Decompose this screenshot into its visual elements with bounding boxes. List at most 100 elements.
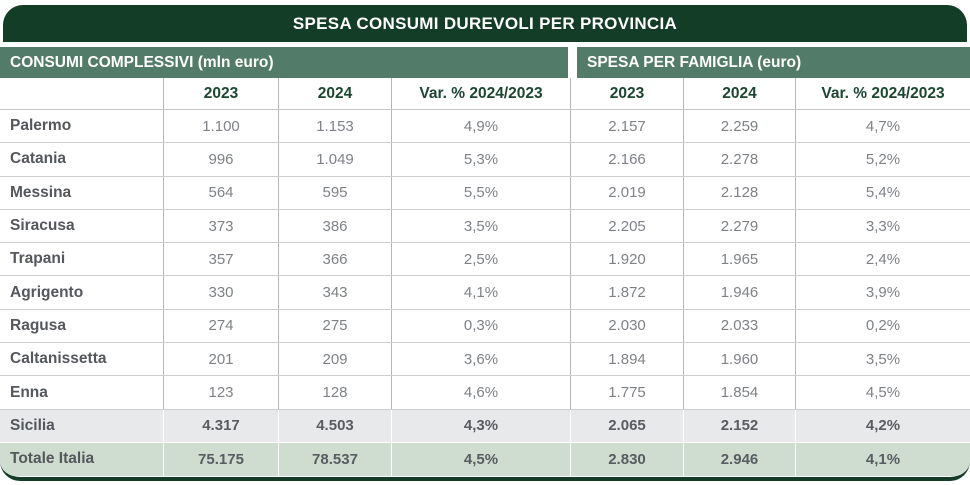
table-cell: 128	[278, 376, 391, 409]
table-cell: 3,5%	[795, 343, 970, 376]
table-cell: 1.872	[570, 276, 683, 309]
table-row-sicilia-total: Sicilia 4.317 4.503 4,3% 2.065 2.152 4,2…	[0, 409, 970, 443]
table-cell: 1.920	[570, 243, 683, 276]
table-cell: 0,3%	[391, 309, 570, 343]
table-cell: 2.033	[683, 309, 795, 343]
table-row-palermo: Palermo 1.100 1.153 4,9% 2.157 2.259 4,7…	[0, 110, 970, 144]
table-row-caltanissetta: Caltanissetta 201 209 3,6% 1.894 1.960 3…	[0, 343, 970, 377]
table-cell: 357	[163, 243, 278, 276]
table-cell: 2.205	[570, 209, 683, 243]
table-title-bar: SPESA CONSUMI DUREVOLI PER PROVINCIA	[3, 5, 967, 42]
table-cell: 2,4%	[795, 243, 970, 276]
table-row-catania: Catania 996 1.049 5,3% 2.166 2.278 5,2%	[0, 143, 970, 177]
column-header-var-right: Var. % 2024/2023	[795, 78, 970, 109]
table-cell: 2.065	[570, 409, 683, 442]
row-label: Catania	[10, 150, 66, 168]
table-cell: 1.100	[163, 110, 278, 143]
column-header-row: 2023 2024 Var. % 2024/2023 2023 2024 Var…	[0, 78, 970, 110]
table-cell: 2.019	[570, 176, 683, 209]
table-cell: 2.030	[570, 309, 683, 343]
table-title: SPESA CONSUMI DUREVOLI PER PROVINCIA	[292, 13, 678, 33]
row-label: Sicilia	[10, 416, 55, 434]
table-cell: 3,6%	[391, 343, 570, 376]
column-header-empty	[0, 78, 163, 109]
table-cell: 5,2%	[795, 143, 970, 176]
table-cell: 4,6%	[391, 376, 570, 409]
table-cell: 595	[278, 176, 391, 209]
row-label: Totale Italia	[10, 450, 95, 468]
section-band-gap	[568, 47, 577, 78]
table-cell: 4,3%	[391, 409, 570, 442]
table-row-ragusa: Ragusa 274 275 0,3% 2.030 2.033 0,2%	[0, 309, 970, 344]
table-cell: 4,1%	[795, 442, 970, 476]
table-cell: 5,5%	[391, 176, 570, 209]
table-cell: 123	[163, 376, 278, 409]
table-cell: 1.960	[683, 343, 795, 376]
table-cell: 366	[278, 243, 391, 276]
table-cell: 2.946	[683, 442, 795, 476]
table-row-enna: Enna 123 128 4,6% 1.775 1.854 4,5%	[0, 376, 970, 410]
table-cell: 996	[163, 143, 278, 176]
table-cell: 2,5%	[391, 243, 570, 276]
table-cell: 4,5%	[795, 376, 970, 409]
column-header-2024-left: 2024	[278, 78, 391, 109]
table-cell: 0,2%	[795, 309, 970, 343]
table-cell: 274	[163, 309, 278, 343]
table-cell: 4,9%	[391, 110, 570, 143]
row-label: Enna	[10, 383, 48, 401]
table-cell: 2.279	[683, 209, 795, 243]
table-cell: 373	[163, 209, 278, 243]
table-cell: 1.965	[683, 243, 795, 276]
section-header-spesa-famiglia: SPESA PER FAMIGLIA (euro)	[577, 47, 970, 78]
row-label: Caltanissetta	[10, 350, 107, 368]
table-cell: 2.152	[683, 409, 795, 442]
row-label: Trapani	[10, 250, 66, 268]
table-cell: 343	[278, 276, 391, 309]
table-cell: 386	[278, 209, 391, 243]
table-cell: 209	[278, 343, 391, 376]
row-label: Agrigento	[10, 283, 84, 301]
table-cell: 3,3%	[795, 209, 970, 243]
table-cell: 2.259	[683, 110, 795, 143]
table-cell: 2.278	[683, 143, 795, 176]
table-cell: 4,7%	[795, 110, 970, 143]
column-header-2023-right: 2023	[570, 78, 683, 109]
table-row-totale-italia: Totale Italia 75.175 78.537 4,5% 2.830 2…	[0, 442, 970, 476]
section-band-row: CONSUMI COMPLESSIVI (mln euro) SPESA PER…	[0, 47, 970, 78]
column-header-2024-right: 2024	[683, 78, 795, 109]
table-cell: 4.317	[163, 409, 278, 442]
table-cell: 4,2%	[795, 409, 970, 442]
table-cell: 1.775	[570, 376, 683, 409]
table-row-trapani: Trapani 357 366 2,5% 1.920 1.965 2,4%	[0, 243, 970, 277]
table-cell: 2.830	[570, 442, 683, 476]
section-header-consumi-complessivi: CONSUMI COMPLESSIVI (mln euro)	[0, 47, 568, 78]
table-cell: 275	[278, 309, 391, 343]
table-cell: 75.175	[163, 442, 278, 476]
table-cell: 1.894	[570, 343, 683, 376]
table-cell: 5,4%	[795, 176, 970, 209]
column-header-var-left: Var. % 2024/2023	[391, 78, 570, 109]
table-cell: 4,5%	[391, 442, 570, 476]
table-cell: 4,1%	[391, 276, 570, 309]
table-cell: 2.166	[570, 143, 683, 176]
table-row-messina: Messina 564 595 5,5% 2.019 2.128 5,4%	[0, 176, 970, 210]
table-cell: 330	[163, 276, 278, 309]
row-label: Messina	[10, 183, 72, 201]
row-label: Ragusa	[10, 316, 66, 334]
table-cell: 5,3%	[391, 143, 570, 176]
table-cell: 78.537	[278, 442, 391, 476]
row-label: Siracusa	[10, 217, 75, 235]
table-cell: 3,9%	[795, 276, 970, 309]
table-cell: 201	[163, 343, 278, 376]
table-cell: 1.946	[683, 276, 795, 309]
table-row-agrigento: Agrigento 330 343 4,1% 1.872 1.946 3,9%	[0, 276, 970, 310]
table-cell: 4.503	[278, 409, 391, 442]
table-cell: 1.153	[278, 110, 391, 143]
column-header-2023-left: 2023	[163, 78, 278, 109]
durables-spending-table-card: SPESA CONSUMI DUREVOLI PER PROVINCIA CON…	[0, 5, 970, 481]
table-cell: 564	[163, 176, 278, 209]
table-cell: 2.157	[570, 110, 683, 143]
table-row-siracusa: Siracusa 373 386 3,5% 2.205 2.279 3,3%	[0, 209, 970, 244]
table-cell: 1.854	[683, 376, 795, 409]
table-cell: 1.049	[278, 143, 391, 176]
